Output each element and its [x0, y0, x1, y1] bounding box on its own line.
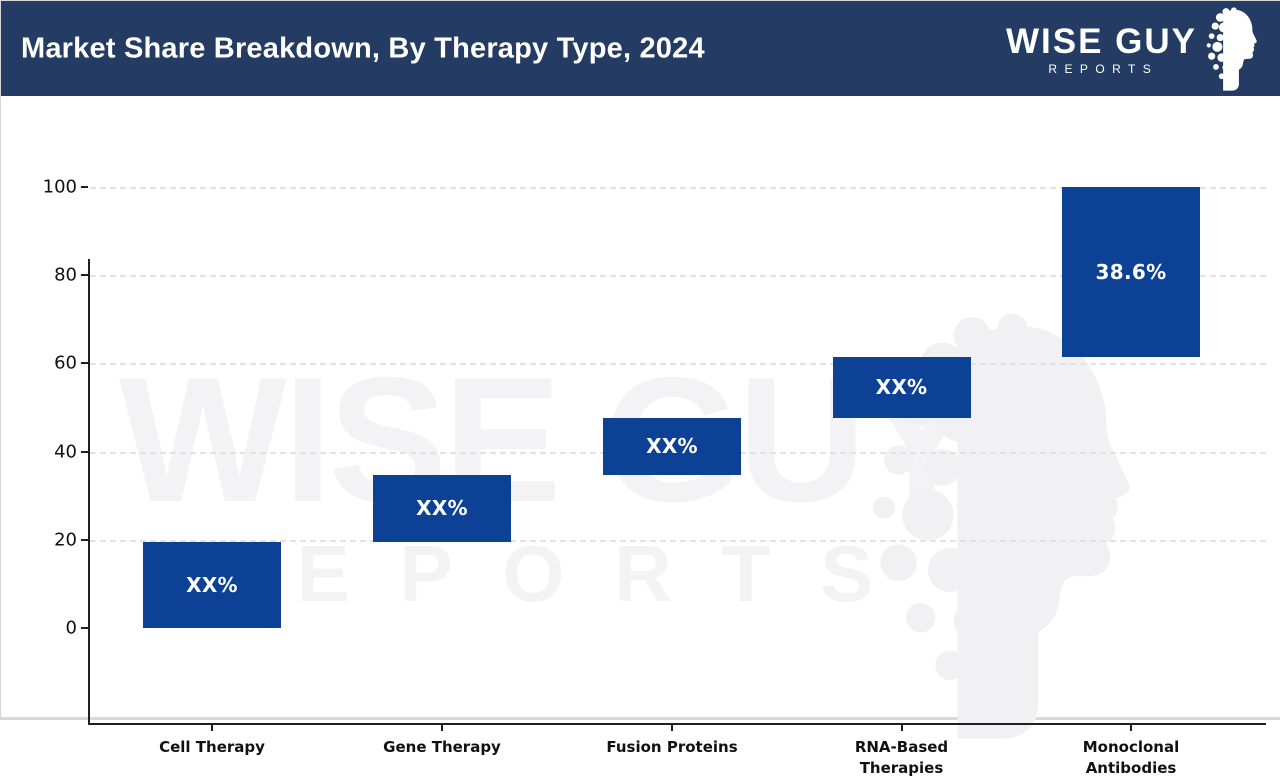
y-tick-mark: [81, 627, 88, 629]
gridline-20: [90, 539, 1266, 542]
y-tick-label: 0: [65, 617, 77, 639]
logo-text: WISE GUY REPORTS: [1006, 24, 1197, 75]
bar-value-label: 38.6%: [1095, 260, 1167, 285]
x-tick-label: Monoclonal Antibodies: [1082, 738, 1180, 777]
wise-guy-reports-logo: WISE GUY REPORTS: [1006, 5, 1269, 93]
x-tick-label: Fusion Proteins: [606, 738, 738, 756]
x-tick-mark: [441, 725, 443, 731]
y-tick-label: 80: [54, 264, 77, 286]
x-axis-line: [88, 723, 1266, 725]
x-tick-label: Gene Therapy: [383, 738, 501, 756]
bar-gene-therapy: XX%: [373, 474, 511, 542]
bar-cell-therapy: XX%: [143, 542, 281, 628]
y-tick-mark: [81, 186, 88, 188]
y-tick-label: 20: [54, 529, 77, 551]
y-tick-label: 40: [54, 441, 77, 463]
bar-fusion-proteins: XX%: [603, 417, 741, 475]
y-tick-label: 100: [42, 176, 77, 198]
chart-area: WISE GUY REPORTS 0 20 40 60 80 100 Cell Therap…: [1, 96, 1280, 777]
y-tick-mark: [81, 274, 88, 277]
gridline-60: [90, 363, 1266, 366]
bar-value-label: XX%: [875, 375, 928, 400]
y-tick-mark: [81, 362, 88, 365]
x-tick-mark: [900, 725, 903, 731]
logo-wordmark: WISE GUY: [1005, 21, 1197, 61]
x-tick-mark: [211, 725, 213, 731]
page-title: Market Share Breakdown, By Therapy Type,…: [21, 32, 705, 64]
y-axis-line: [88, 259, 90, 725]
y-tick-label: 60: [54, 352, 77, 374]
bar-monoclonal-antibodies: 38.6%: [1062, 187, 1200, 358]
y-tick-mark: [81, 450, 88, 453]
bar-value-label: XX%: [646, 434, 698, 459]
watermark-subtitle: REPORTS: [189, 529, 923, 618]
head-profile-icon: [1206, 7, 1257, 91]
x-tick-label: RNA-Based Therapies: [854, 738, 949, 777]
x-tick-label: Cell Therapy: [159, 738, 265, 756]
bottom-border: [1, 717, 1280, 719]
gridline-80: [90, 275, 1266, 278]
y-tick-mark: [81, 538, 88, 541]
x-tick-mark: [1130, 725, 1132, 731]
bar-value-label: XX%: [416, 496, 468, 521]
bar-value-label: XX%: [186, 572, 238, 597]
x-tick-mark: [671, 725, 673, 731]
header-band: Market Share Breakdown, By Therapy Type,…: [1, 1, 1280, 96]
bar-rna-based-therapies: XX%: [832, 357, 971, 418]
logo-subtitle: REPORTS: [1048, 61, 1159, 76]
gridline-100: [90, 187, 1266, 189]
